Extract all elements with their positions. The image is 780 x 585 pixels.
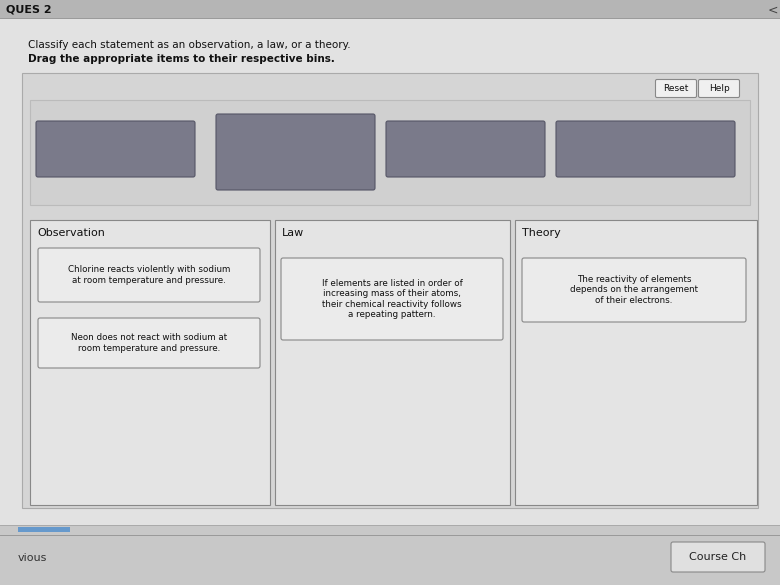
Text: <: < [768, 4, 778, 16]
FancyBboxPatch shape [38, 318, 260, 368]
Text: Reset: Reset [663, 84, 689, 93]
Text: Classify each statement as an observation, a law, or a theory.: Classify each statement as an observatio… [28, 40, 351, 50]
FancyBboxPatch shape [515, 220, 757, 505]
Text: Help: Help [708, 84, 729, 93]
Text: Chlorine reacts violently with sodium
at room temperature and pressure.: Chlorine reacts violently with sodium at… [68, 266, 230, 285]
FancyBboxPatch shape [655, 80, 697, 98]
Text: Observation: Observation [37, 228, 105, 238]
Bar [0, 535, 780, 585]
FancyBboxPatch shape [36, 121, 195, 177]
Text: Drag the appropriate items to their respective bins.: Drag the appropriate items to their resp… [28, 54, 335, 64]
FancyBboxPatch shape [386, 121, 545, 177]
Bar [0, 18, 780, 525]
FancyBboxPatch shape [30, 100, 750, 205]
FancyBboxPatch shape [30, 220, 270, 505]
Text: Law: Law [282, 228, 304, 238]
Bar [0, 0, 780, 18]
Text: QUES 2: QUES 2 [6, 5, 51, 15]
FancyBboxPatch shape [22, 73, 758, 508]
FancyBboxPatch shape [275, 220, 510, 505]
Text: If elements are listed in order of
increasing mass of their atoms,
their chemica: If elements are listed in order of incre… [321, 279, 463, 319]
Text: Course Ch: Course Ch [690, 552, 746, 562]
Text: Theory: Theory [522, 228, 561, 238]
FancyBboxPatch shape [556, 121, 735, 177]
FancyBboxPatch shape [216, 114, 375, 190]
FancyBboxPatch shape [281, 258, 503, 340]
Text: vious: vious [18, 553, 48, 563]
FancyBboxPatch shape [522, 258, 746, 322]
FancyBboxPatch shape [699, 80, 739, 98]
Bar [18, 527, 70, 532]
FancyBboxPatch shape [671, 542, 765, 572]
Text: The reactivity of elements
depends on the arrangement
of their electrons.: The reactivity of elements depends on th… [570, 275, 698, 305]
FancyBboxPatch shape [38, 248, 260, 302]
Text: Neon does not react with sodium at
room temperature and pressure.: Neon does not react with sodium at room … [71, 333, 227, 353]
